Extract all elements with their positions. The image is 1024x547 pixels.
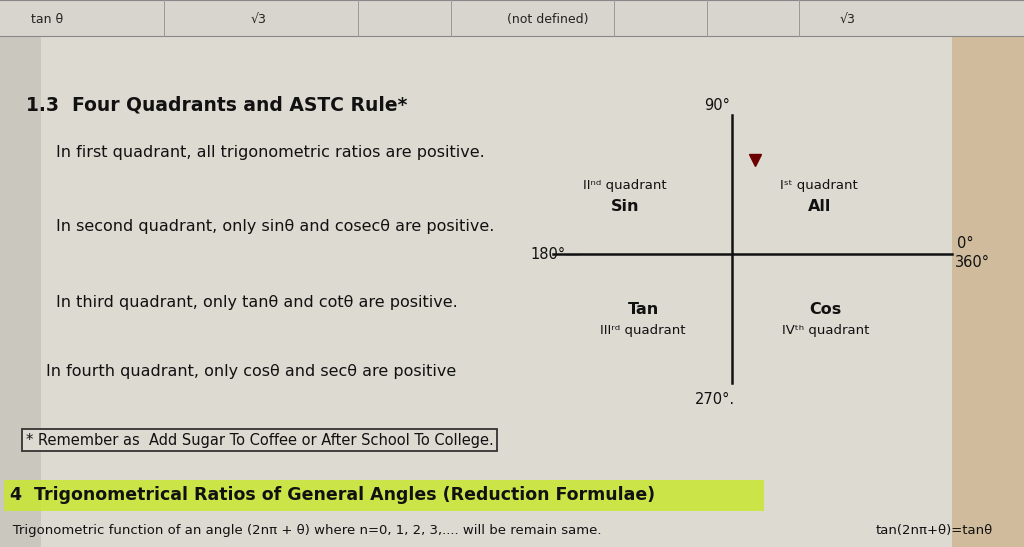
Text: Trigonometric function of an angle (2nπ + θ) where n=0, 1, 2, 3,.... will be rem: Trigonometric function of an angle (2nπ … [0,524,601,537]
Text: 180°—: 180°— [530,247,581,262]
Bar [0,0,1024,36]
Text: IIIʳᵈ quadrant: IIIʳᵈ quadrant [600,324,686,337]
Bar [0,0,41,547]
FancyBboxPatch shape [4,480,764,511]
Text: IIⁿᵈ quadrant: IIⁿᵈ quadrant [583,179,667,193]
Text: tan(2nπ+θ)=tanθ: tan(2nπ+θ)=tanθ [876,524,993,537]
Text: 270°.: 270°. [694,392,735,407]
Text: √3: √3 [840,13,856,26]
Text: 0°: 0° [957,236,974,251]
Text: IVᵗʰ quadrant: IVᵗʰ quadrant [781,324,869,337]
Text: √3: √3 [251,13,267,26]
Text: In fourth quadrant, only cosθ and secθ are positive: In fourth quadrant, only cosθ and secθ a… [46,364,457,379]
Text: Tan: Tan [628,301,658,317]
Text: In third quadrant, only tanθ and cotθ are positive.: In third quadrant, only tanθ and cotθ ar… [56,295,458,310]
Text: tan θ: tan θ [31,13,62,26]
Text: 90°: 90° [703,97,730,113]
Text: 1.3  Four Quadrants and ASTC Rule*: 1.3 Four Quadrants and ASTC Rule* [26,96,407,115]
Text: * Remember as  Add Sugar To Coffee or After School To College.: * Remember as Add Sugar To Coffee or Aft… [26,433,494,448]
Text: Sin: Sin [610,199,639,214]
Text: In first quadrant, all trigonometric ratios are positive.: In first quadrant, all trigonometric rat… [56,145,485,160]
Text: 360°: 360° [955,255,990,270]
Text: Iˢᵗ quadrant: Iˢᵗ quadrant [780,179,858,193]
Text: In second quadrant, only sinθ and cosecθ are positive.: In second quadrant, only sinθ and cosecθ… [56,219,495,234]
Text: Cos: Cos [809,301,842,317]
Text: 4  Trigonometrical Ratios of General Angles (Reduction Formulae): 4 Trigonometrical Ratios of General Angl… [10,486,655,504]
Bar [952,0,1024,547]
Text: (not defined): (not defined) [507,13,589,26]
Text: All: All [808,199,830,214]
